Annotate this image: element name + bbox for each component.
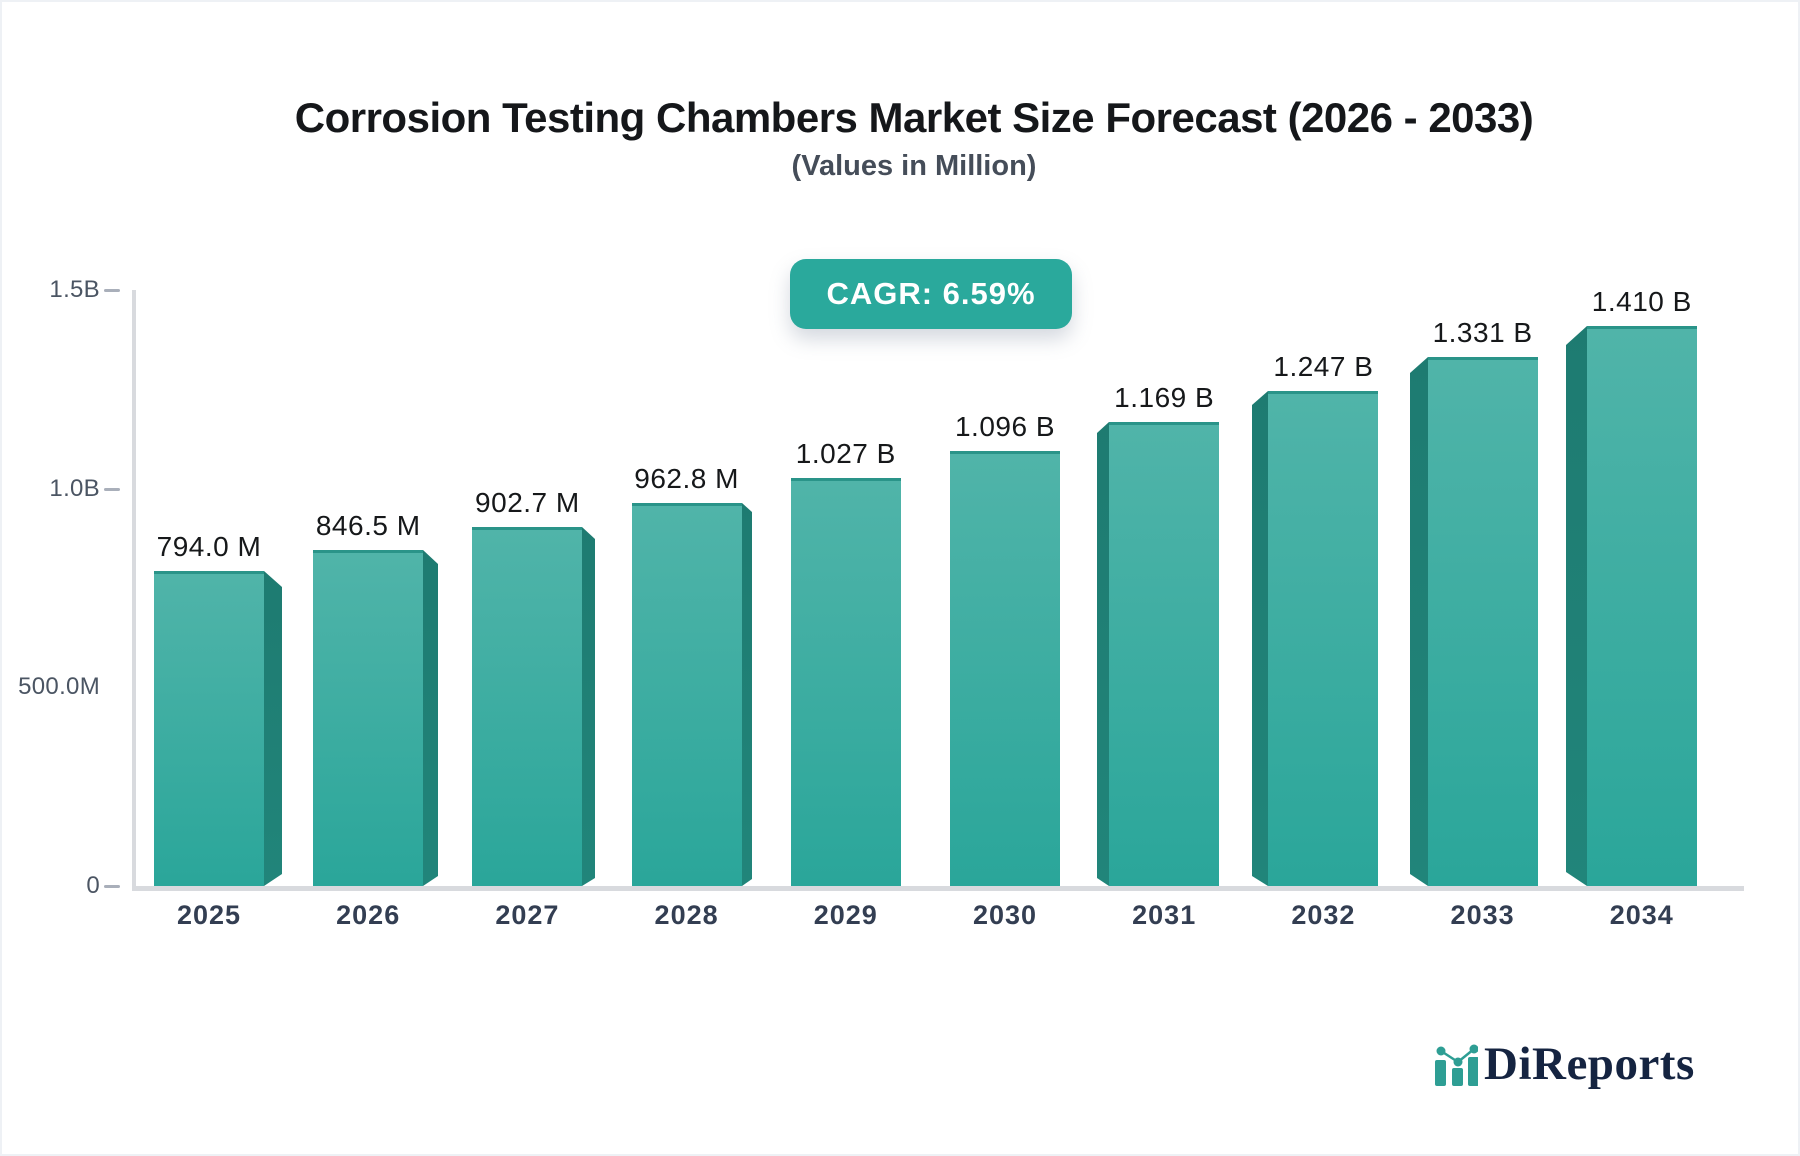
x-tick-label: 2031 bbox=[1132, 900, 1197, 930]
chart-title: Corrosion Testing Chambers Market Size F… bbox=[294, 94, 1534, 141]
y-axis bbox=[132, 290, 136, 886]
bar-2029 bbox=[791, 478, 901, 886]
bar-side-face bbox=[1252, 391, 1268, 886]
bar-2025 bbox=[154, 571, 264, 886]
bar-2031 bbox=[1109, 422, 1219, 886]
bar-side-face bbox=[742, 503, 752, 886]
x-tick-label: 2030 bbox=[972, 900, 1038, 930]
bar-side-face bbox=[582, 527, 595, 886]
bar-value-label: 1.027 B bbox=[795, 438, 896, 469]
x-tick-label: 2028 bbox=[654, 900, 719, 930]
x-axis bbox=[132, 886, 1744, 891]
bar-side-face bbox=[1097, 422, 1109, 886]
bar-2032 bbox=[1268, 391, 1378, 886]
bar-value-label: 794.0 M bbox=[156, 531, 262, 562]
bar-side-face bbox=[1566, 326, 1587, 886]
x-tick-label: 2027 bbox=[495, 900, 560, 930]
bar-value-label: 1.331 B bbox=[1432, 317, 1533, 348]
x-tick-label: 2025 bbox=[176, 900, 242, 930]
bar-value-label: 962.8 M bbox=[634, 463, 739, 494]
bar-2030 bbox=[950, 451, 1060, 886]
y-tick-label: 1.0B bbox=[49, 474, 100, 502]
y-tick-dash bbox=[104, 487, 120, 491]
bar-value-label: 902.7 M bbox=[475, 487, 580, 518]
x-tick-label: 2029 bbox=[813, 900, 878, 930]
y-tick-dash bbox=[104, 885, 120, 888]
bar-2028 bbox=[632, 503, 742, 886]
y-tick-dash bbox=[104, 289, 120, 292]
bar-2026 bbox=[313, 550, 423, 886]
x-tick-label: 2032 bbox=[1291, 900, 1356, 930]
direports-logo-icon bbox=[1435, 1044, 1478, 1086]
bar-value-label: 1.247 B bbox=[1273, 351, 1374, 382]
bar-side-face bbox=[1410, 357, 1428, 886]
bar-value-label: 1.169 B bbox=[1114, 382, 1215, 413]
bar-value-label: 1.410 B bbox=[1591, 286, 1692, 317]
y-tick-label: 0 bbox=[86, 872, 100, 899]
y-tick-label: 1.5B bbox=[49, 276, 100, 303]
bar-2027 bbox=[472, 527, 582, 886]
cagr-badge: CAGR: 6.59% bbox=[790, 259, 1072, 329]
bar-side-face bbox=[423, 550, 438, 886]
direports-logo: DiReports bbox=[1430, 1038, 1695, 1088]
bar-side-face bbox=[264, 571, 282, 886]
bar-2033 bbox=[1428, 357, 1538, 886]
x-tick-label: 2034 bbox=[1609, 900, 1674, 930]
bar-value-label: 1.096 B bbox=[954, 411, 1056, 442]
chart-subtitle: (Values in Million) bbox=[791, 150, 1037, 182]
direports-logo-text: DiReports bbox=[1484, 1038, 1695, 1090]
bar-2034 bbox=[1587, 326, 1697, 886]
y-tick-label: 500.0M bbox=[18, 673, 100, 701]
x-tick-label: 2026 bbox=[336, 900, 401, 930]
x-tick-label: 2033 bbox=[1450, 900, 1515, 930]
bar-value-label: 846.5 M bbox=[315, 510, 421, 541]
